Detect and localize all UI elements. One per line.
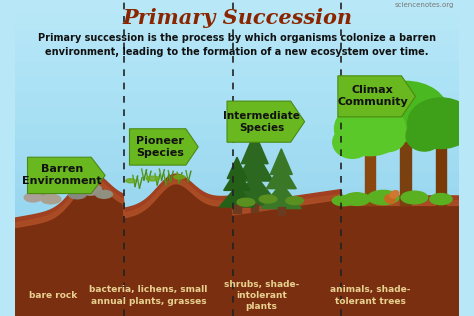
Ellipse shape xyxy=(41,194,61,204)
Ellipse shape xyxy=(333,126,372,158)
Polygon shape xyxy=(224,169,250,190)
Bar xyxy=(15,141,459,158)
Polygon shape xyxy=(266,163,296,189)
Text: Barren
Environment: Barren Environment xyxy=(22,164,102,186)
Text: shrubs, shade-
intolerant
plants: shrubs, shade- intolerant plants xyxy=(224,280,299,311)
Ellipse shape xyxy=(259,195,277,203)
Bar xyxy=(15,188,459,205)
Polygon shape xyxy=(219,186,255,207)
Ellipse shape xyxy=(24,193,42,202)
Bar xyxy=(400,126,411,205)
Bar xyxy=(15,0,459,16)
Ellipse shape xyxy=(430,193,452,205)
Bar xyxy=(15,14,459,32)
Bar xyxy=(15,93,459,111)
Bar xyxy=(15,109,459,126)
Ellipse shape xyxy=(335,102,405,156)
Bar xyxy=(15,235,459,253)
Bar xyxy=(15,204,459,221)
Bar xyxy=(15,125,459,142)
Bar xyxy=(15,156,459,174)
Polygon shape xyxy=(241,132,268,164)
Bar xyxy=(15,283,459,300)
Ellipse shape xyxy=(370,122,405,152)
Bar xyxy=(251,204,258,212)
Ellipse shape xyxy=(286,197,303,205)
Polygon shape xyxy=(237,150,273,181)
Ellipse shape xyxy=(96,190,112,198)
Polygon shape xyxy=(27,157,105,193)
Ellipse shape xyxy=(441,117,474,145)
Polygon shape xyxy=(15,183,459,316)
Text: Climax
Community: Climax Community xyxy=(337,85,408,107)
Bar xyxy=(234,205,240,213)
Text: animals, shade-
tolerant trees: animals, shade- tolerant trees xyxy=(330,285,410,306)
Bar xyxy=(15,299,459,316)
Text: Primary Succession: Primary Succession xyxy=(122,8,352,28)
Bar xyxy=(365,142,375,205)
Polygon shape xyxy=(15,178,459,228)
Polygon shape xyxy=(15,173,459,228)
Bar xyxy=(15,46,459,63)
Polygon shape xyxy=(230,174,279,205)
Text: Intermediate
Species: Intermediate Species xyxy=(223,111,300,133)
Polygon shape xyxy=(227,101,305,142)
Ellipse shape xyxy=(364,82,447,142)
Ellipse shape xyxy=(30,187,54,199)
Polygon shape xyxy=(338,76,415,117)
Ellipse shape xyxy=(368,190,399,205)
Ellipse shape xyxy=(80,184,102,195)
Bar xyxy=(15,62,459,79)
Ellipse shape xyxy=(332,196,355,206)
Ellipse shape xyxy=(57,181,80,192)
Ellipse shape xyxy=(406,121,443,151)
Text: Primary succession is the process by which organisms colonize a barren
environme: Primary succession is the process by whi… xyxy=(38,33,436,57)
Polygon shape xyxy=(227,157,247,179)
Bar xyxy=(278,207,285,215)
Ellipse shape xyxy=(146,176,159,181)
Text: sciencenotes.org: sciencenotes.org xyxy=(395,2,454,8)
Bar xyxy=(15,172,459,190)
Polygon shape xyxy=(129,129,198,165)
Bar xyxy=(15,220,459,237)
Polygon shape xyxy=(270,149,292,174)
Ellipse shape xyxy=(69,190,86,199)
Text: bacteria, lichens, small
annual plants, grasses: bacteria, lichens, small annual plants, … xyxy=(89,285,208,306)
Bar xyxy=(15,251,459,269)
Text: Pioneer
Species: Pioneer Species xyxy=(136,136,184,158)
Ellipse shape xyxy=(390,191,399,198)
Ellipse shape xyxy=(408,98,474,149)
Ellipse shape xyxy=(401,191,428,204)
Ellipse shape xyxy=(405,104,447,137)
Polygon shape xyxy=(261,183,301,209)
Ellipse shape xyxy=(126,179,136,183)
Ellipse shape xyxy=(174,175,185,179)
Bar xyxy=(15,30,459,47)
Bar xyxy=(15,77,459,95)
Text: bare rock: bare rock xyxy=(29,291,77,300)
Ellipse shape xyxy=(343,193,370,205)
Ellipse shape xyxy=(385,195,395,204)
Bar xyxy=(436,136,446,205)
Ellipse shape xyxy=(361,108,408,144)
Bar xyxy=(15,267,459,284)
Ellipse shape xyxy=(237,198,255,206)
